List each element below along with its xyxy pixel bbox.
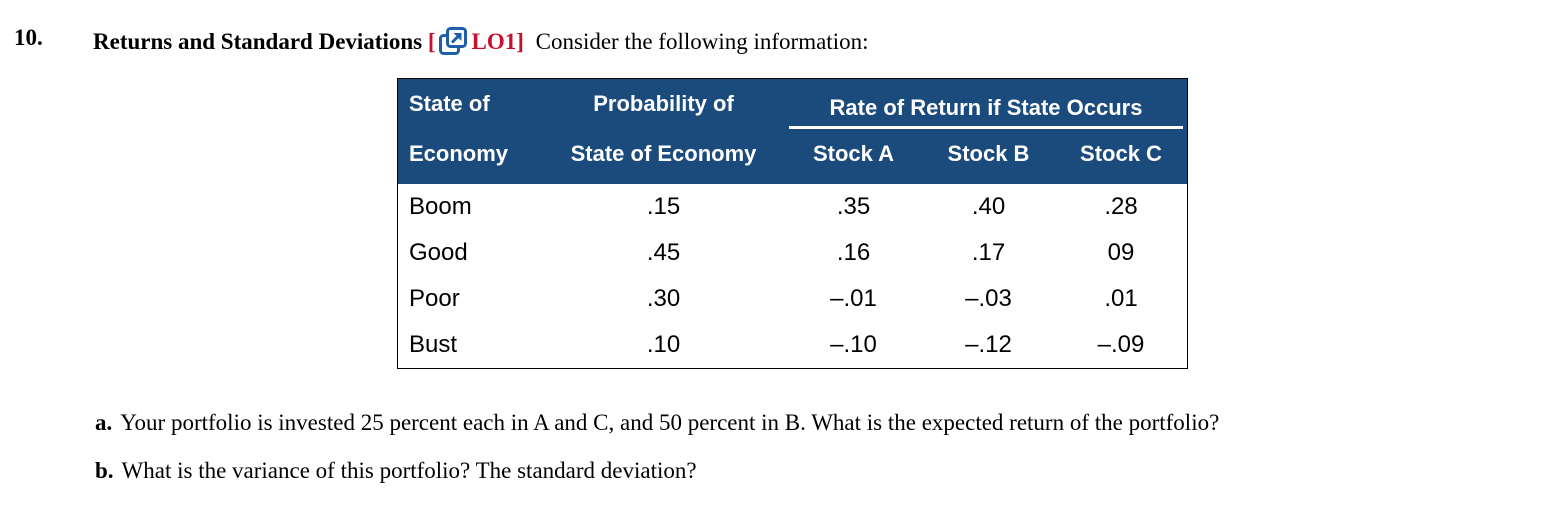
header-stock-a: Stock A xyxy=(812,140,895,166)
problem-title: Returns and Standard Deviations xyxy=(93,29,423,54)
header-state-line2: Economy xyxy=(409,140,509,166)
cell-stock-a: .35 xyxy=(836,193,871,220)
table-body: Boom .15 .35 .40 .28 Good .45 .16 .17 09… xyxy=(398,184,1187,368)
cell-stock-a: –.10 xyxy=(830,331,877,358)
table-header: State of Probability of Rate of Return i… xyxy=(398,79,1187,184)
header-state-line1: State of xyxy=(409,91,490,116)
question-a-text: Your portfolio is invested 25 percent ea… xyxy=(120,410,1220,435)
header-span-cell: Rate of Return if State Occurs xyxy=(786,79,1186,129)
returns-table: State of Probability of Rate of Return i… xyxy=(397,78,1188,369)
external-link-icon[interactable] xyxy=(437,25,469,63)
problem-number: 10. xyxy=(14,25,43,50)
intro-text: Consider the following information: xyxy=(535,29,869,54)
header-stock-c: Stock C xyxy=(1080,140,1162,166)
cell-probability: .45 xyxy=(646,239,681,266)
question-b-label: b. xyxy=(95,458,114,483)
cell-probability: .15 xyxy=(646,193,681,220)
cell-probability: .30 xyxy=(646,285,681,312)
lo-reference-link[interactable]: [ LO1] xyxy=(427,27,530,55)
table-row: Good .45 .16 .17 09 xyxy=(398,230,1187,276)
cell-stock-c: .28 xyxy=(1104,193,1138,220)
question-b-text: What is the variance of this portfolio? … xyxy=(121,458,697,483)
cell-state: Good xyxy=(409,239,468,266)
problem-title-line: Returns and Standard Deviations [ LO1] C… xyxy=(93,25,868,63)
table-row: Poor .30 –.01 –.03 .01 xyxy=(398,276,1187,322)
cell-stock-c: .01 xyxy=(1104,285,1138,312)
question-a: a. Your portfolio is invested 25 percent … xyxy=(95,410,1219,436)
cell-stock-b: –.03 xyxy=(965,285,1012,312)
cell-state: Bust xyxy=(409,331,458,358)
lo-bracket-open: [ xyxy=(427,29,436,54)
cell-stock-a: –.01 xyxy=(830,285,877,312)
cell-state: Poor xyxy=(409,285,460,312)
cell-stock-a: .16 xyxy=(836,239,871,266)
header-prob-line1: Probability of xyxy=(593,91,734,116)
question-b: b. What is the variance of this portfolio… xyxy=(95,458,697,484)
cell-state: Boom xyxy=(409,193,472,220)
cell-stock-b: –.12 xyxy=(965,331,1012,358)
cell-stock-c: 09 xyxy=(1107,239,1135,266)
table-row: Boom .15 .35 .40 .28 xyxy=(398,184,1187,230)
cell-stock-b: .40 xyxy=(971,193,1006,220)
cell-stock-c: –.09 xyxy=(1097,331,1145,358)
header-prob-line2: State of Economy xyxy=(570,140,757,166)
cell-probability: .10 xyxy=(646,331,681,358)
table-row: Bust .10 –.10 –.12 –.09 xyxy=(398,322,1187,368)
lo-label: LO1] xyxy=(471,29,524,54)
cell-stock-b: .17 xyxy=(971,239,1006,266)
header-span-label: Rate of Return if State Occurs xyxy=(789,95,1183,129)
question-a-label: a. xyxy=(95,410,113,435)
header-stock-b: Stock B xyxy=(947,140,1030,166)
